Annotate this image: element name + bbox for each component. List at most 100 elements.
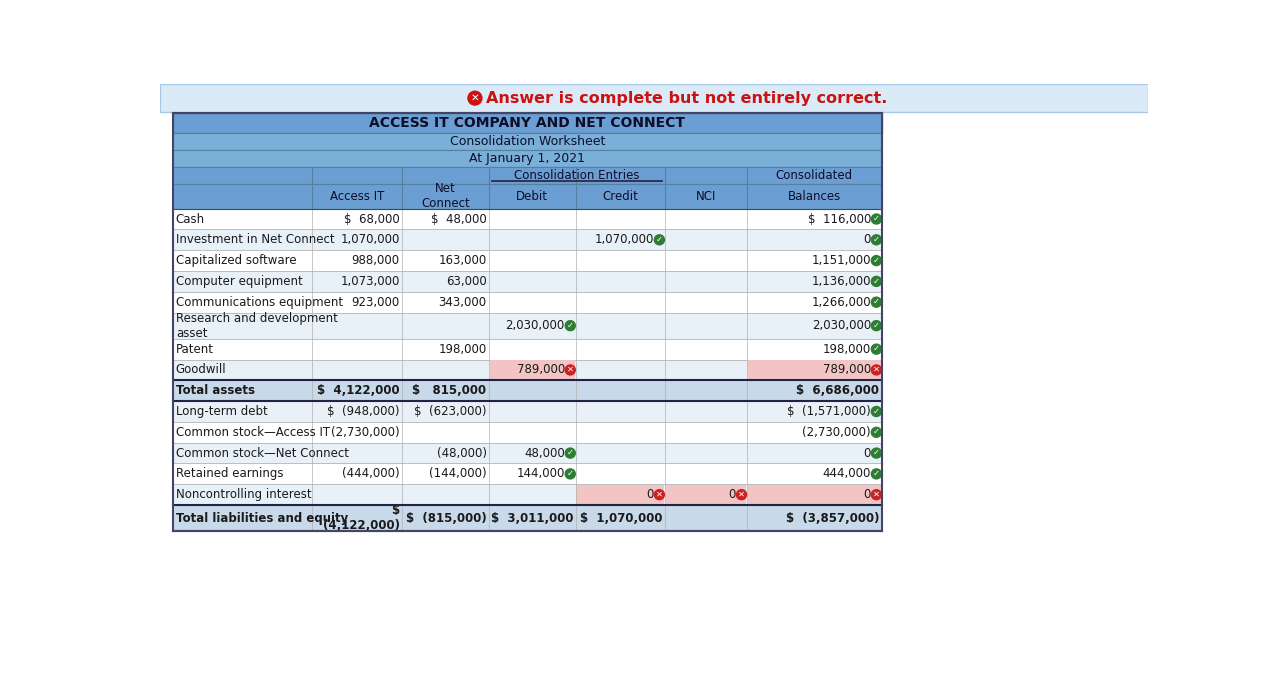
Text: 0: 0 bbox=[729, 488, 736, 501]
Text: ✓: ✓ bbox=[873, 427, 880, 436]
Circle shape bbox=[872, 490, 882, 500]
Circle shape bbox=[565, 365, 575, 375]
Text: Consolidation Entries: Consolidation Entries bbox=[514, 169, 639, 182]
Bar bbox=[172, 359, 882, 380]
Text: 0: 0 bbox=[647, 488, 655, 501]
Text: 2,030,000: 2,030,000 bbox=[505, 319, 565, 332]
Text: ✕: ✕ bbox=[873, 490, 880, 499]
Text: 1,151,000: 1,151,000 bbox=[812, 254, 872, 267]
Circle shape bbox=[872, 407, 882, 417]
Bar bbox=[172, 184, 882, 208]
Text: ✓: ✓ bbox=[873, 321, 880, 330]
Text: 988,000: 988,000 bbox=[352, 254, 399, 267]
Text: ✓: ✓ bbox=[873, 214, 880, 223]
Bar bbox=[748, 485, 880, 504]
Bar bbox=[160, 84, 1148, 113]
Circle shape bbox=[565, 469, 575, 479]
Text: (2,730,000): (2,730,000) bbox=[803, 426, 872, 439]
Text: 1,266,000: 1,266,000 bbox=[812, 296, 872, 309]
Text: NCI: NCI bbox=[695, 190, 716, 203]
Text: ✓: ✓ bbox=[873, 448, 880, 457]
Text: 0: 0 bbox=[864, 447, 872, 460]
Text: 923,000: 923,000 bbox=[351, 296, 399, 309]
Text: Research and development
asset: Research and development asset bbox=[176, 312, 338, 340]
Text: Consolidated: Consolidated bbox=[776, 169, 852, 182]
Text: (444,000): (444,000) bbox=[342, 468, 399, 480]
Text: Access IT: Access IT bbox=[330, 190, 384, 203]
Bar bbox=[172, 229, 882, 250]
Text: ✓: ✓ bbox=[873, 297, 880, 306]
Text: $  4,122,000: $ 4,122,000 bbox=[318, 384, 399, 397]
Bar bbox=[577, 485, 664, 504]
Text: 63,000: 63,000 bbox=[445, 275, 486, 288]
Text: Patent: Patent bbox=[176, 343, 214, 356]
Text: $
(4,122,000): $ (4,122,000) bbox=[323, 504, 399, 532]
Text: Total liabilities and equity: Total liabilities and equity bbox=[176, 512, 348, 525]
Text: Cash: Cash bbox=[176, 212, 205, 226]
Circle shape bbox=[872, 214, 882, 224]
Bar bbox=[172, 167, 882, 184]
Text: ✕: ✕ bbox=[471, 93, 480, 103]
Text: Debit: Debit bbox=[517, 190, 549, 203]
Text: 789,000: 789,000 bbox=[823, 363, 872, 377]
Text: $  (1,571,000): $ (1,571,000) bbox=[787, 405, 872, 418]
Bar bbox=[172, 312, 882, 339]
Text: 1,070,000: 1,070,000 bbox=[595, 233, 655, 246]
Text: 789,000: 789,000 bbox=[517, 363, 565, 377]
Text: $  68,000: $ 68,000 bbox=[345, 212, 399, 226]
Circle shape bbox=[872, 256, 882, 266]
Text: Total assets: Total assets bbox=[176, 384, 255, 397]
Text: ACCESS IT COMPANY AND NET CONNECT: ACCESS IT COMPANY AND NET CONNECT bbox=[369, 116, 685, 130]
Text: 198,000: 198,000 bbox=[438, 343, 486, 356]
Text: Answer is complete but not entirely correct.: Answer is complete but not entirely corr… bbox=[486, 91, 887, 106]
Circle shape bbox=[872, 235, 882, 245]
Text: ✓: ✓ bbox=[873, 235, 880, 244]
Text: 0: 0 bbox=[864, 233, 872, 246]
Text: 163,000: 163,000 bbox=[438, 254, 486, 267]
Bar bbox=[172, 208, 882, 229]
Circle shape bbox=[872, 276, 882, 287]
Text: Credit: Credit bbox=[602, 190, 638, 203]
Bar bbox=[666, 485, 746, 504]
Bar bbox=[172, 250, 882, 271]
Bar bbox=[172, 150, 882, 167]
Circle shape bbox=[872, 321, 882, 331]
Text: ✓: ✓ bbox=[873, 469, 880, 478]
Text: ✓: ✓ bbox=[873, 345, 880, 353]
Circle shape bbox=[468, 91, 482, 105]
Text: 1,073,000: 1,073,000 bbox=[341, 275, 399, 288]
Bar bbox=[748, 360, 880, 380]
Bar bbox=[172, 113, 882, 134]
Text: $  (3,857,000): $ (3,857,000) bbox=[786, 512, 879, 525]
Bar bbox=[172, 484, 882, 505]
Circle shape bbox=[565, 321, 575, 331]
Text: Capitalized software: Capitalized software bbox=[176, 254, 296, 267]
Circle shape bbox=[872, 297, 882, 307]
Bar bbox=[490, 360, 575, 380]
Text: 0: 0 bbox=[864, 488, 872, 501]
Text: Net
Connect: Net Connect bbox=[421, 182, 470, 210]
Text: 48,000: 48,000 bbox=[524, 447, 565, 460]
Bar bbox=[172, 291, 882, 312]
Text: 198,000: 198,000 bbox=[823, 343, 872, 356]
Bar bbox=[172, 401, 882, 422]
Bar bbox=[172, 442, 882, 463]
Circle shape bbox=[872, 365, 882, 375]
Text: 343,000: 343,000 bbox=[439, 296, 486, 309]
Bar bbox=[172, 134, 882, 150]
Text: (2,730,000): (2,730,000) bbox=[332, 426, 399, 439]
Text: 2,030,000: 2,030,000 bbox=[812, 319, 872, 332]
Text: ✕: ✕ bbox=[656, 490, 662, 499]
Text: Computer equipment: Computer equipment bbox=[176, 275, 302, 288]
Text: Common stock—Net Connect: Common stock—Net Connect bbox=[176, 447, 348, 460]
Text: ✓: ✓ bbox=[873, 407, 880, 416]
Circle shape bbox=[655, 490, 665, 500]
Bar bbox=[172, 380, 882, 401]
Text: $  (623,000): $ (623,000) bbox=[413, 405, 486, 418]
Text: At January 1, 2021: At January 1, 2021 bbox=[470, 152, 586, 165]
Text: ✓: ✓ bbox=[567, 321, 574, 330]
Circle shape bbox=[736, 490, 746, 500]
Text: Communications equipment: Communications equipment bbox=[176, 296, 343, 309]
Bar bbox=[172, 271, 882, 291]
Text: Retained earnings: Retained earnings bbox=[176, 468, 283, 480]
